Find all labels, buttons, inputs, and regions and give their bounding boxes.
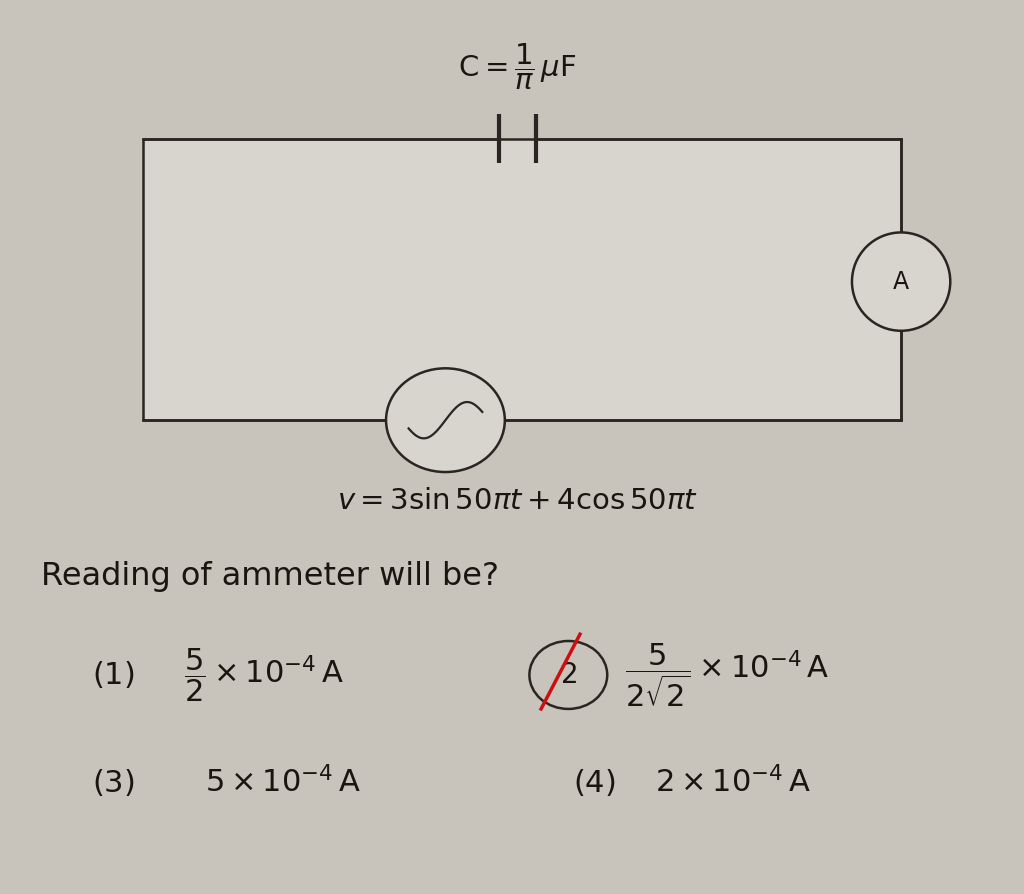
Text: $\mathrm{C} = \dfrac{1}{\pi}\,\mu\mathrm{F}$: $\mathrm{C} = \dfrac{1}{\pi}\,\mu\mathrm… bbox=[458, 42, 577, 92]
Text: $(1)$: $(1)$ bbox=[92, 660, 135, 690]
Text: $v = 3\sin 50\pi t + 4\cos 50\pi t$: $v = 3\sin 50\pi t + 4\cos 50\pi t$ bbox=[337, 486, 697, 515]
Text: $5 \times 10^{-4}\,\mathrm{A}$: $5 \times 10^{-4}\,\mathrm{A}$ bbox=[205, 766, 360, 798]
Ellipse shape bbox=[852, 232, 950, 331]
Text: A: A bbox=[893, 270, 909, 293]
Text: $2 \times 10^{-4}\,\mathrm{A}$: $2 \times 10^{-4}\,\mathrm{A}$ bbox=[655, 766, 811, 798]
Text: $(4)$: $(4)$ bbox=[573, 767, 616, 797]
Circle shape bbox=[386, 368, 505, 472]
Text: Reading of ammeter will be?: Reading of ammeter will be? bbox=[41, 561, 499, 592]
Text: $2$: $2$ bbox=[560, 661, 577, 689]
Text: $\dfrac{5}{2\sqrt{2}} \times 10^{-4}\,\mathrm{A}$: $\dfrac{5}{2\sqrt{2}} \times 10^{-4}\,\m… bbox=[625, 641, 828, 709]
FancyBboxPatch shape bbox=[143, 139, 901, 420]
Text: $\dfrac{5}{2} \times 10^{-4}\,\mathrm{A}$: $\dfrac{5}{2} \times 10^{-4}\,\mathrm{A}… bbox=[184, 646, 344, 704]
Text: $(3)$: $(3)$ bbox=[92, 767, 135, 797]
